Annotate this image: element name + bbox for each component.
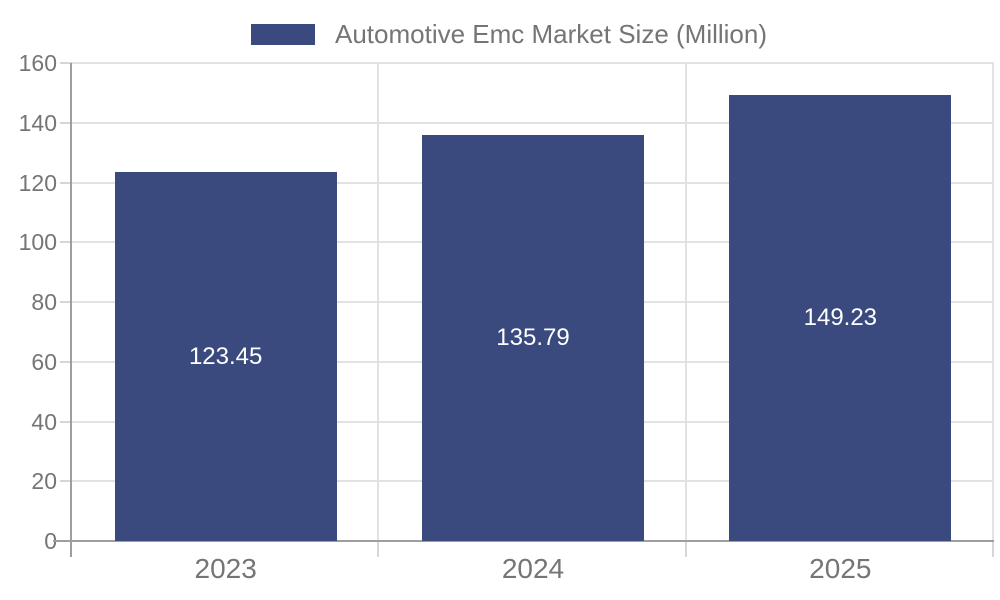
y-tick-mark — [60, 62, 72, 64]
bar-value-label: 149.23 — [803, 304, 878, 332]
bar: 149.23 — [729, 95, 952, 541]
gridline-x — [992, 63, 994, 541]
bar-value-label: 135.79 — [496, 324, 570, 352]
x-tick-label: 2023 — [194, 553, 257, 584]
y-tick-mark — [60, 121, 72, 124]
y-tick-mark — [60, 181, 72, 184]
x-tick-mark — [684, 541, 687, 557]
y-tick-mark — [60, 480, 72, 483]
y-tick-label: 160 — [18, 50, 57, 76]
legend[interactable]: Automotive Emc Market Size (Million) — [251, 20, 767, 48]
y-tick-label: 60 — [31, 348, 57, 375]
y-axis-line — [70, 63, 72, 557]
gridline-x — [684, 63, 687, 541]
bar: 135.79 — [422, 135, 644, 541]
legend-label: Automotive Emc Market Size (Million) — [335, 19, 767, 49]
legend-swatch — [251, 23, 315, 45]
y-tick-mark — [60, 301, 72, 303]
bar: 123.45 — [114, 172, 337, 541]
x-tick-mark — [992, 541, 994, 557]
y-tick-label: 100 — [18, 229, 57, 256]
gridline-x — [377, 63, 380, 541]
y-tick-mark — [60, 420, 72, 423]
bar-value-label: 123.45 — [188, 342, 263, 370]
y-tick-label: 0 — [44, 528, 57, 554]
x-tick-label: 2024 — [501, 553, 565, 584]
gridline-y — [72, 121, 994, 124]
y-tick-label: 20 — [31, 468, 57, 495]
x-tick-mark — [377, 541, 380, 557]
y-tick-mark — [60, 241, 72, 244]
x-tick-label: 2025 — [809, 553, 872, 584]
y-tick-label: 120 — [18, 169, 57, 196]
y-tick-mark — [60, 360, 72, 363]
y-tick-label: 140 — [18, 109, 57, 136]
y-tick-label: 80 — [31, 289, 57, 315]
gridline-y — [72, 62, 994, 64]
y-tick-label: 40 — [31, 408, 57, 435]
x-axis-line — [53, 540, 994, 542]
